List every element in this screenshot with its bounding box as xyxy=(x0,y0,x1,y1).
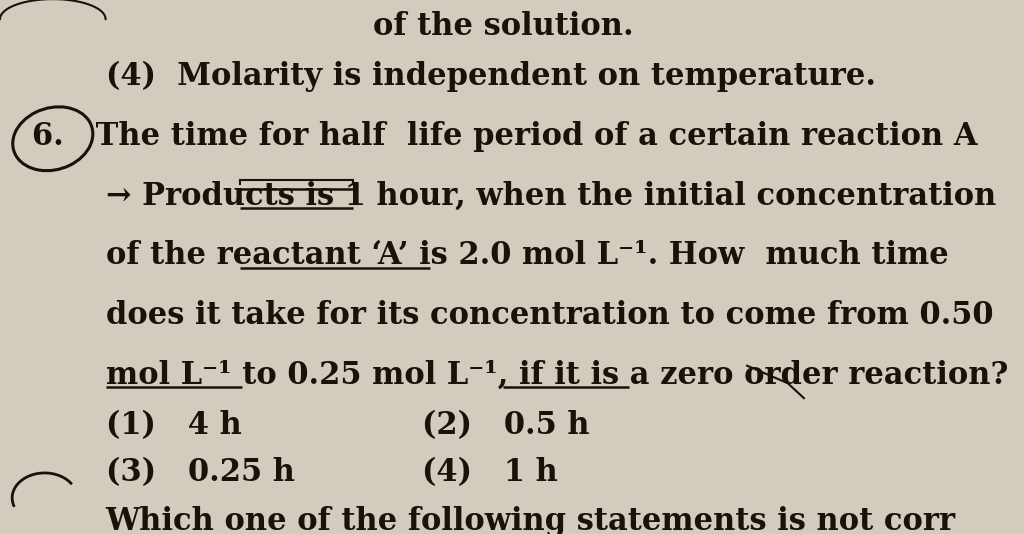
Text: of the solution.: of the solution. xyxy=(373,11,634,42)
Text: does it take for its concentration to come from 0.50: does it take for its concentration to co… xyxy=(105,300,993,331)
Text: of the reactant ‘A’ is 2.0 mol L⁻¹. How  much time: of the reactant ‘A’ is 2.0 mol L⁻¹. How … xyxy=(105,240,948,271)
Text: 6.   The time for half  life period of a certain reaction A: 6. The time for half life period of a ce… xyxy=(33,121,978,152)
Text: (4)   1 h: (4) 1 h xyxy=(422,458,558,489)
Text: (2)   0.5 h: (2) 0.5 h xyxy=(422,410,590,441)
Text: (3)   0.25 h: (3) 0.25 h xyxy=(105,458,295,489)
Text: mol L⁻¹ to 0.25 mol L⁻¹, if it is a zero order reaction?: mol L⁻¹ to 0.25 mol L⁻¹, if it is a zero… xyxy=(105,360,1008,391)
Text: Which one of the following statements is not corr: Which one of the following statements is… xyxy=(105,506,955,534)
Text: (4)  Molarity is independent on temperature.: (4) Molarity is independent on temperatu… xyxy=(105,61,876,92)
Text: (1)   4 h: (1) 4 h xyxy=(105,410,242,441)
Text: → Products is 1 hour, when the initial concentration: → Products is 1 hour, when the initial c… xyxy=(105,180,996,211)
